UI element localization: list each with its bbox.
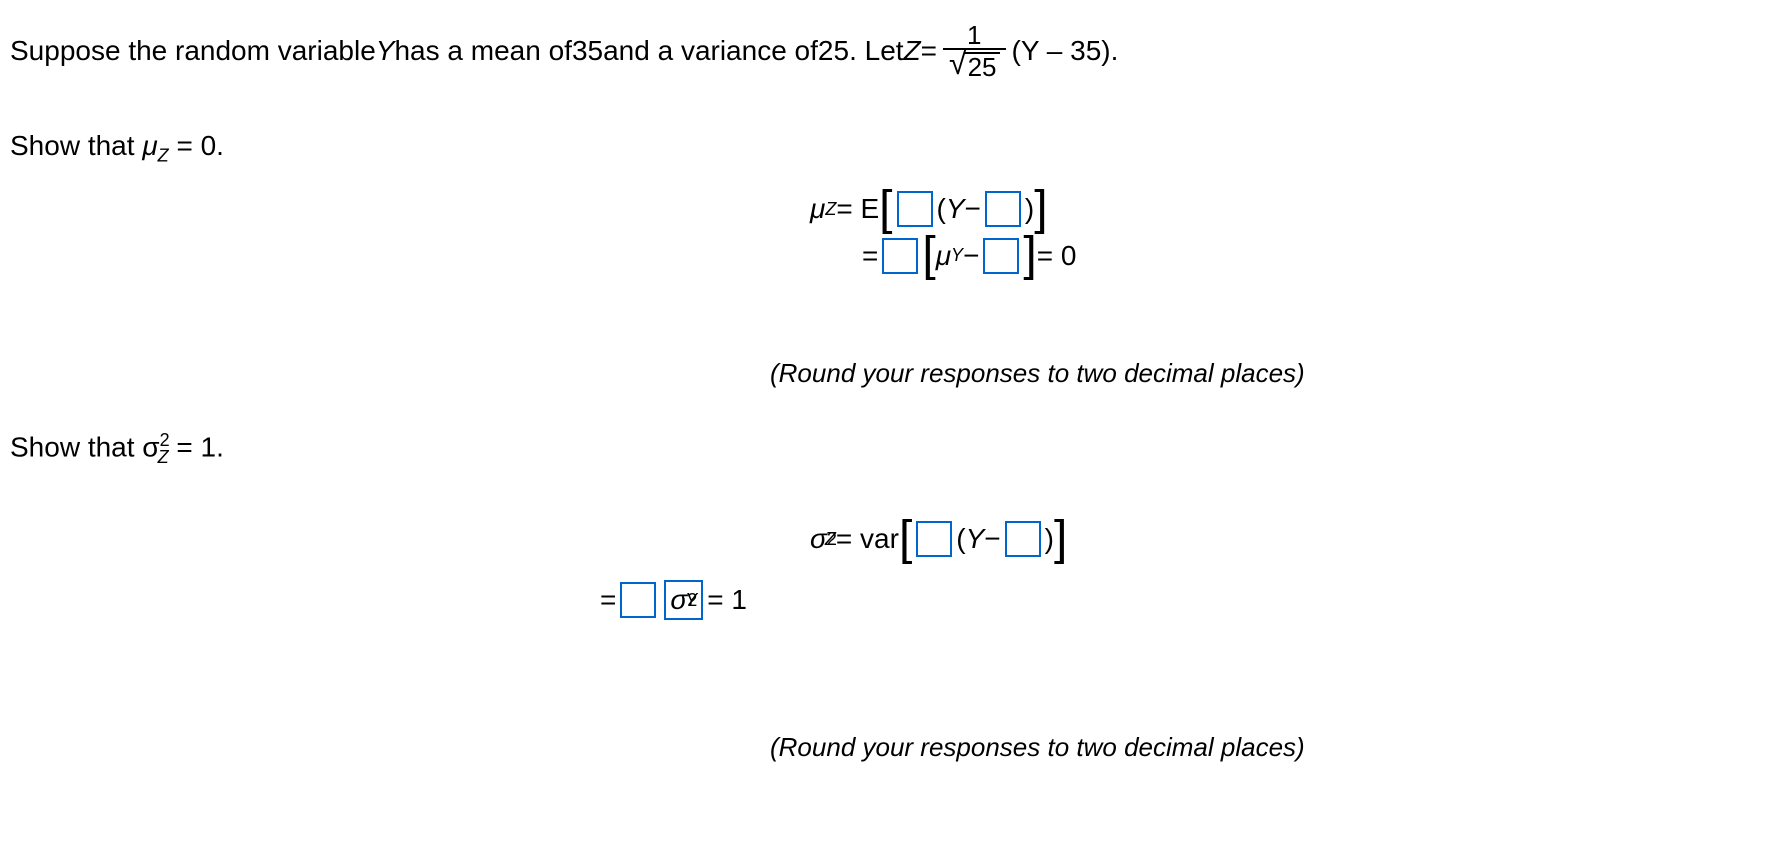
eq1-row1: μZ = E [ ( Y − ) ]: [810, 190, 1076, 228]
eq2-equals-var: = var: [836, 523, 899, 555]
intro-text-1: Suppose the random variable: [10, 35, 376, 67]
input-box-2[interactable]: [985, 191, 1021, 227]
eq1-minus: −: [965, 193, 981, 225]
left-bracket-icon: [: [879, 190, 892, 228]
sqrt: √ 25: [949, 52, 999, 80]
mu-symbol: μ: [142, 130, 157, 161]
sqrt-symbol: √: [949, 52, 967, 74]
sqrt-argument: 25: [965, 52, 1000, 80]
mu-sub-z: Z: [158, 146, 169, 166]
left-bracket3-icon: [: [899, 520, 912, 558]
open-paren: (: [937, 193, 946, 225]
eq2-sigmaY-sub: Y: [685, 590, 697, 611]
eq1-row2: = [ μY − ] = 0: [862, 236, 1076, 274]
intro-text-3: and a variance of: [603, 35, 818, 67]
right-bracket-icon: ]: [1034, 190, 1047, 228]
variable-Y: Y: [376, 35, 395, 67]
prompt1-text: Show that: [10, 130, 142, 161]
prompt2-text: Show that σ: [10, 431, 160, 462]
input-box-5[interactable]: [916, 521, 952, 557]
close-paren2: ): [1045, 523, 1054, 555]
prompt-mu-z: Show that μZ = 0.: [10, 130, 224, 167]
round-note-2: (Round your responses to two decimal pla…: [770, 732, 1305, 763]
eq2-row2-eq: =: [600, 584, 616, 616]
right-bracket2-icon: ]: [1023, 236, 1036, 274]
eq2-eq1: = 1: [707, 584, 747, 616]
fraction-denominator: √ 25: [943, 48, 1005, 80]
prompt1-eq: = 0.: [176, 130, 223, 161]
eq1-eq0: = 0: [1037, 240, 1077, 272]
input-box-7[interactable]: [620, 582, 656, 618]
eq2-Y: Y: [966, 523, 985, 555]
eq1-mu-sub: Z: [825, 199, 836, 220]
left-bracket2-icon: [: [922, 236, 935, 274]
equals-sign: =: [921, 35, 937, 67]
intro-text-4: . Let: [849, 35, 903, 67]
eq1-minus2: −: [963, 240, 979, 272]
eq1-muY: μ: [936, 240, 951, 272]
eq1-muY-sub: Y: [951, 245, 963, 266]
eq2-minus: −: [984, 523, 1000, 555]
eq1-Y: Y: [946, 193, 965, 225]
round-note-1: (Round your responses to two decimal pla…: [770, 358, 1305, 389]
equation-block-mu: μZ = E [ ( Y − ) ] = [ μY − ] = 0: [810, 190, 1076, 283]
prompt2-eq: = 1.: [176, 431, 223, 462]
right-bracket3-icon: ]: [1054, 520, 1067, 558]
close-paren: ): [1025, 193, 1034, 225]
eq1-mu: μ: [810, 193, 825, 225]
problem-statement: Suppose the random variable Y has a mean…: [10, 22, 1118, 80]
intro-text-2: has a mean of: [394, 35, 571, 67]
eq2-row2: = σ2Y = 1: [600, 580, 747, 620]
eq2-row1: σ2Z = var [ ( Y − ) ]: [810, 520, 1067, 558]
prompt2-sub: Z: [158, 447, 169, 467]
fraction: 1 √ 25: [943, 22, 1005, 80]
input-box-3[interactable]: [882, 238, 918, 274]
eq1-row2-eq: =: [862, 240, 878, 272]
tail-text: (Y – 35).: [1012, 35, 1119, 67]
variable-Z: Z: [904, 35, 921, 67]
input-box-4[interactable]: [983, 238, 1019, 274]
input-box-6[interactable]: [1005, 521, 1041, 557]
mean-value: 35: [572, 35, 603, 67]
input-box-1[interactable]: [897, 191, 933, 227]
open-paren2: (: [956, 523, 965, 555]
problem-page: Suppose the random variable Y has a mean…: [0, 0, 1765, 868]
sigma-y-sq-box[interactable]: σ2Y: [664, 580, 703, 620]
eq2-sub: Z: [825, 529, 836, 550]
variance-value: 25: [818, 35, 849, 67]
prompt-sigma-z: Show that σ2Z = 1.: [10, 430, 224, 468]
eq1-equals-E: = E: [836, 193, 879, 225]
equation-block-sigma: σ2Z = var [ ( Y − ) ]: [810, 520, 1067, 566]
